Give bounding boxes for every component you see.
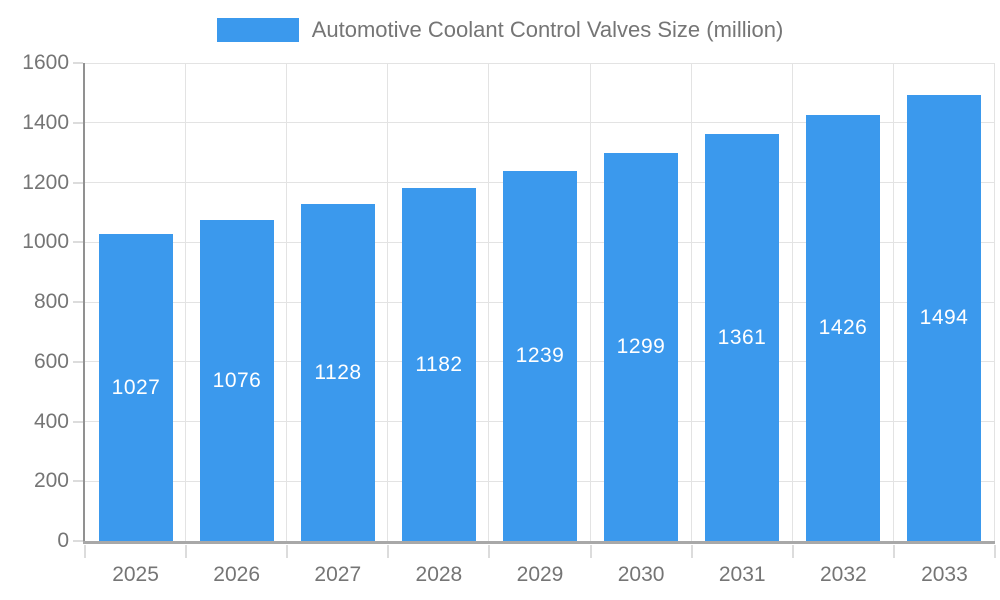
v-gridline	[387, 63, 388, 541]
x-axis-tick-label: 2029	[516, 563, 564, 586]
x-axis-tick	[691, 545, 693, 558]
v-gridline	[792, 63, 793, 541]
y-axis-tick-label: 1600	[22, 51, 69, 74]
bar: 1299	[604, 153, 678, 541]
bar-value-label: 1299	[616, 335, 666, 358]
x-axis-tick-label: 2031	[718, 563, 766, 586]
bar: 1027	[99, 234, 173, 541]
x-axis-tick	[893, 545, 895, 558]
y-axis-tick-label: 1000	[22, 230, 69, 254]
x-axis-tick	[792, 545, 794, 558]
bar: 1239	[503, 171, 577, 541]
h-gridline	[85, 62, 995, 64]
v-gridline	[691, 63, 692, 541]
x-axis-tick	[590, 545, 592, 558]
v-gridline	[590, 63, 591, 541]
y-axis-line	[83, 63, 85, 544]
x-axis-tick	[286, 545, 288, 558]
y-axis-tick	[73, 301, 83, 303]
x-axis-line	[83, 541, 995, 544]
y-axis-tick	[73, 480, 83, 483]
x-axis-tick-label: 2028	[415, 563, 463, 586]
h-gridline	[85, 122, 995, 124]
v-gridline	[286, 63, 287, 541]
bar: 1426	[806, 115, 880, 541]
y-axis-tick	[73, 62, 83, 64]
x-axis-tick	[994, 545, 996, 558]
y-axis-tick-label: 200	[33, 469, 69, 493]
x-axis-tick	[387, 545, 389, 558]
bar: 1182	[402, 188, 476, 541]
x-axis-tick-label: 2026	[213, 563, 261, 586]
bar-value-label: 1128	[314, 360, 362, 384]
v-gridline	[893, 63, 894, 541]
y-axis-tick-label: 400	[33, 409, 69, 433]
legend-label: Automotive Coolant Control Valves Size (…	[311, 17, 784, 42]
chart-legend: Automotive Coolant Control Valves Size (…	[0, 17, 1000, 43]
x-axis-tick-label: 2030	[617, 563, 665, 586]
v-gridline	[488, 63, 489, 541]
bar-value-label: 1027	[111, 375, 161, 399]
y-axis-tick-label: 1200	[22, 170, 69, 194]
y-axis-tick	[73, 241, 83, 244]
y-axis-tick-label: 0	[57, 529, 69, 552]
x-axis-tick-label: 2033	[921, 563, 968, 586]
x-axis-tick-label: 2027	[314, 563, 362, 586]
bar-value-label: 1076	[212, 368, 262, 392]
y-axis-tick	[73, 360, 83, 363]
x-axis-tick-label: 2032	[819, 563, 867, 586]
bar-value-label: 1239	[515, 344, 565, 367]
y-axis-tick-label: 600	[33, 349, 69, 373]
bar: 1128	[301, 204, 375, 541]
bar: 1361	[705, 134, 779, 541]
x-axis-tick	[84, 545, 86, 558]
bar-value-label: 1426	[818, 316, 868, 339]
plot-area: 0 200 400 600 800 1000 1200 1400 1600 1027 2025 107…	[22, 51, 996, 586]
y-axis-tick-label: 1400	[22, 110, 69, 134]
y-axis-tick	[73, 181, 83, 184]
bar-value-label: 1494	[919, 306, 969, 329]
v-gridline	[994, 63, 995, 541]
bar-value-label: 1182	[415, 352, 463, 376]
x-axis-tick-label: 2025	[112, 563, 159, 586]
y-axis-tick	[73, 121, 83, 124]
legend-swatch	[216, 18, 299, 42]
y-axis-tick	[73, 420, 83, 423]
v-gridline	[185, 63, 186, 541]
bar: 1076	[200, 220, 274, 541]
bar-value-label: 1361	[717, 325, 767, 349]
y-axis-tick-label: 800	[33, 290, 69, 313]
x-axis-tick	[185, 545, 187, 558]
bar: 1494	[907, 95, 981, 541]
y-axis-tick	[73, 540, 83, 542]
x-axis-tick	[488, 545, 490, 558]
